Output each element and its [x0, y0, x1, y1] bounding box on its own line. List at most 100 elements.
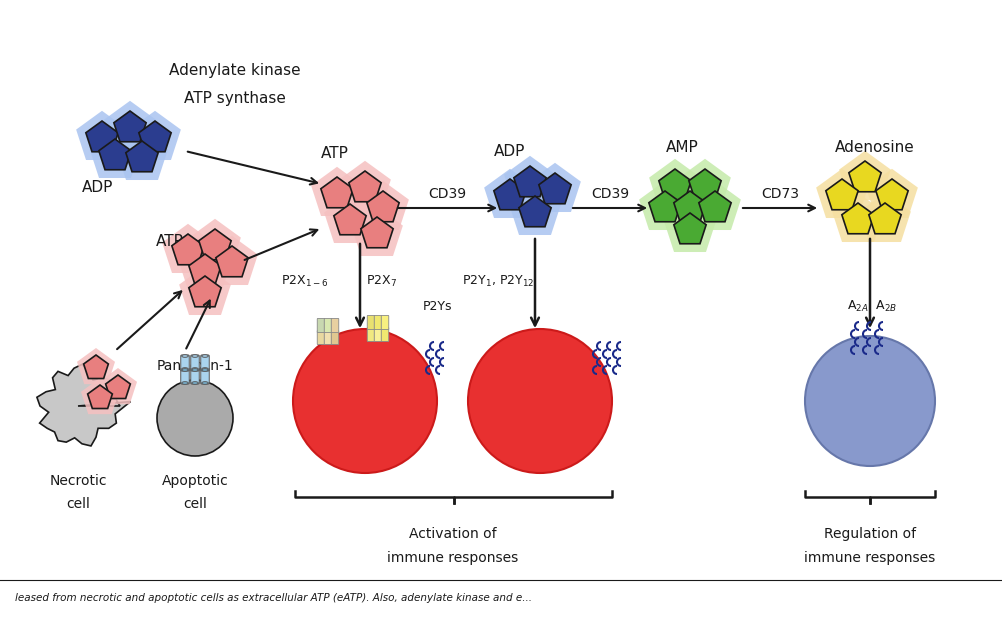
Circle shape — [468, 329, 612, 473]
Text: Adenosine: Adenosine — [835, 140, 915, 155]
FancyBboxPatch shape — [375, 327, 382, 342]
Text: CD39: CD39 — [428, 187, 466, 201]
Polygon shape — [357, 181, 409, 230]
Polygon shape — [484, 169, 536, 218]
Polygon shape — [188, 254, 221, 285]
Polygon shape — [87, 385, 112, 409]
Ellipse shape — [181, 382, 188, 384]
Text: ADP: ADP — [82, 180, 113, 195]
Polygon shape — [99, 139, 131, 170]
Polygon shape — [866, 169, 918, 218]
Text: Activation of: Activation of — [409, 527, 497, 541]
Ellipse shape — [201, 369, 208, 371]
Text: P2X$_{1-6}$: P2X$_{1-6}$ — [282, 274, 329, 289]
Polygon shape — [105, 375, 130, 399]
FancyBboxPatch shape — [381, 327, 389, 342]
Polygon shape — [842, 203, 874, 233]
Polygon shape — [77, 348, 115, 384]
Polygon shape — [817, 169, 868, 218]
Polygon shape — [849, 161, 881, 192]
Text: Apoptotic: Apoptotic — [161, 474, 228, 488]
Text: cell: cell — [183, 497, 207, 511]
Polygon shape — [104, 101, 156, 150]
FancyBboxPatch shape — [190, 368, 199, 384]
Polygon shape — [198, 229, 231, 260]
Polygon shape — [206, 236, 258, 285]
Polygon shape — [116, 131, 168, 180]
Polygon shape — [76, 111, 128, 160]
Polygon shape — [826, 179, 858, 210]
Ellipse shape — [181, 367, 188, 371]
Polygon shape — [162, 224, 213, 273]
FancyBboxPatch shape — [190, 355, 199, 371]
Ellipse shape — [201, 367, 208, 371]
Polygon shape — [859, 193, 911, 242]
FancyBboxPatch shape — [200, 368, 209, 384]
Polygon shape — [81, 378, 119, 414]
Text: CD73: CD73 — [761, 187, 799, 201]
FancyBboxPatch shape — [325, 331, 332, 344]
Polygon shape — [673, 213, 706, 244]
Polygon shape — [189, 219, 240, 268]
Text: P2X$_7$: P2X$_7$ — [367, 274, 398, 289]
Ellipse shape — [191, 382, 198, 384]
Polygon shape — [83, 355, 108, 379]
Text: immune responses: immune responses — [388, 551, 519, 565]
Circle shape — [805, 336, 935, 466]
Polygon shape — [832, 193, 884, 242]
Text: Adenylate kinase: Adenylate kinase — [169, 63, 301, 78]
Text: AMP: AMP — [665, 140, 698, 155]
Ellipse shape — [201, 382, 208, 384]
Text: Necrotic: Necrotic — [49, 474, 107, 488]
Text: leased from necrotic and apoptotic cells as extracellular ATP (eATP). Also, aden: leased from necrotic and apoptotic cells… — [15, 593, 532, 603]
Text: Pannexin-1: Pannexin-1 — [156, 359, 233, 373]
Text: CD39: CD39 — [591, 187, 629, 201]
Text: ADP: ADP — [494, 143, 526, 158]
Text: ATP synthase: ATP synthase — [184, 91, 286, 106]
Text: P2Y$_1$, P2Y$_{12}$: P2Y$_1$, P2Y$_{12}$ — [462, 274, 534, 289]
Ellipse shape — [201, 355, 208, 357]
Polygon shape — [114, 111, 146, 141]
FancyBboxPatch shape — [318, 331, 325, 344]
Polygon shape — [179, 244, 230, 293]
Polygon shape — [339, 161, 391, 210]
Circle shape — [157, 380, 233, 456]
Polygon shape — [664, 181, 715, 230]
Polygon shape — [649, 191, 681, 222]
FancyBboxPatch shape — [180, 368, 189, 384]
Polygon shape — [129, 111, 181, 160]
FancyBboxPatch shape — [381, 316, 389, 329]
Ellipse shape — [181, 369, 188, 371]
Text: cell: cell — [66, 497, 90, 511]
FancyBboxPatch shape — [368, 316, 375, 329]
Polygon shape — [494, 179, 526, 210]
Text: A$_{2A}$, A$_{2B}$: A$_{2A}$, A$_{2B}$ — [847, 299, 897, 314]
Polygon shape — [876, 179, 908, 210]
FancyBboxPatch shape — [375, 316, 382, 329]
Ellipse shape — [191, 369, 198, 371]
Polygon shape — [351, 207, 403, 256]
FancyBboxPatch shape — [332, 331, 339, 344]
Polygon shape — [514, 166, 546, 197]
FancyBboxPatch shape — [318, 319, 325, 332]
Polygon shape — [86, 121, 118, 151]
Text: Regulation of: Regulation of — [824, 527, 916, 541]
Polygon shape — [698, 191, 731, 222]
Polygon shape — [869, 203, 901, 233]
Text: ATP: ATP — [156, 233, 184, 249]
FancyBboxPatch shape — [180, 355, 189, 371]
Polygon shape — [367, 191, 399, 222]
Text: P2Ys: P2Ys — [423, 299, 453, 312]
Polygon shape — [639, 181, 690, 230]
Polygon shape — [126, 141, 158, 172]
Polygon shape — [529, 163, 581, 212]
Polygon shape — [519, 196, 551, 227]
Polygon shape — [839, 151, 891, 200]
Text: immune responses: immune responses — [805, 551, 936, 565]
Polygon shape — [139, 121, 171, 151]
Ellipse shape — [181, 355, 188, 357]
Polygon shape — [679, 159, 730, 208]
FancyBboxPatch shape — [368, 327, 375, 342]
Text: ATP: ATP — [321, 146, 349, 162]
Polygon shape — [188, 276, 221, 307]
